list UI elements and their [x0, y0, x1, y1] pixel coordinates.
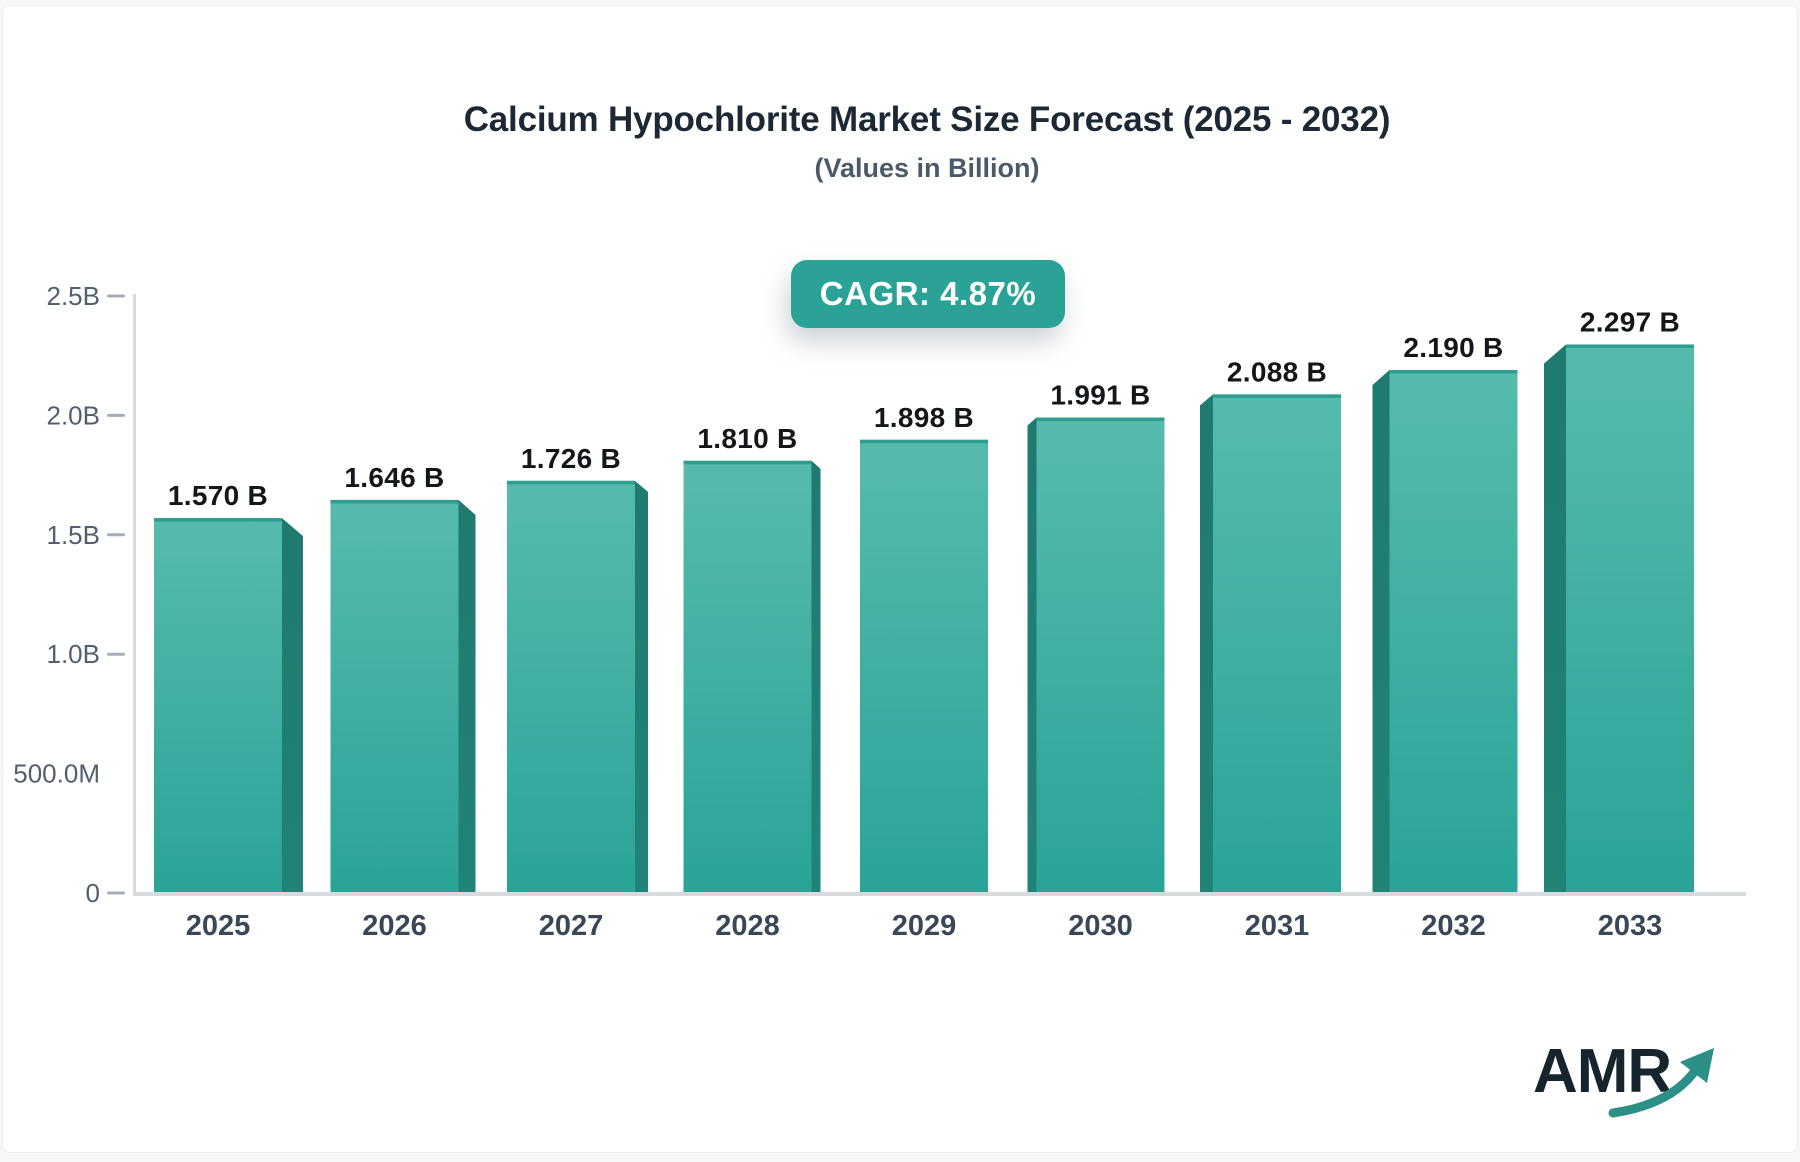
cagr-badge: CAGR: 4.87%: [791, 260, 1065, 328]
x-tick-label: 2027: [539, 910, 604, 942]
bar-value-label: 1.810 B: [697, 423, 797, 454]
bar-value-label: 2.297 B: [1580, 306, 1680, 337]
growth-arrow-icon: [1608, 1048, 1714, 1118]
x-tick-label: 2032: [1421, 910, 1486, 942]
x-tick-label: 2031: [1245, 910, 1310, 942]
y-tick-dash: [107, 891, 125, 895]
bar-side-face: [811, 460, 821, 892]
bar-2031: 2.088 B 2031: [1200, 356, 1341, 942]
cagr-badge-label: CAGR: 4.87%: [819, 275, 1037, 312]
bar-front-face: [154, 518, 282, 892]
bar-2033: 2.297 B 2033: [1544, 306, 1694, 942]
amr-logo: AMR: [1527, 1036, 1727, 1120]
bar-2029: 1.898 B 2029: [860, 402, 988, 942]
bar-2032: 2.190 B 2032: [1372, 332, 1518, 942]
x-axis-line: [133, 892, 1746, 896]
y-tick-label: 0: [86, 878, 100, 908]
bar-top-edge: [1566, 344, 1694, 348]
bar-front-face: [860, 439, 988, 892]
bar-value-label: 2.088 B: [1227, 356, 1327, 387]
bar-chart: 2.5B 2.0B 1.5B 1.0B 500.0M 0 1.570 B 2025 1.646 …: [13, 281, 1746, 942]
bar-front-face: [507, 480, 635, 892]
bar-side-face: [282, 518, 303, 892]
bar-2025: 1.570 B 2025: [154, 480, 303, 942]
bar-2030: 1.991 B 2030: [1027, 380, 1165, 942]
bar-top-edge: [154, 518, 282, 522]
bar-value-label: 2.190 B: [1403, 332, 1503, 363]
chart-subtitle: (Values in Billion): [814, 153, 1040, 183]
bar-2028: 1.810 B 2028: [683, 423, 821, 942]
y-tick-label: 500.0M: [13, 759, 100, 789]
bar-top-edge: [1389, 370, 1518, 374]
x-tick-label: 2033: [1598, 910, 1663, 942]
bar-top-edge: [1036, 417, 1165, 422]
bar-value-label: 1.570 B: [168, 480, 268, 511]
x-tick-label: 2025: [186, 910, 251, 942]
bar-value-label: 1.726 B: [521, 443, 621, 474]
bar-side-face: [1027, 417, 1037, 892]
chart-title: Calcium Hypochlorite Market Size Forecas…: [463, 100, 1391, 139]
x-tick-label: 2029: [892, 910, 957, 942]
bar-top-edge: [507, 480, 635, 485]
x-tick-label: 2026: [362, 910, 427, 942]
y-tick-label: 1.5B: [47, 520, 101, 550]
y-tick-dash: [107, 294, 125, 298]
y-tick-dash: [107, 533, 125, 537]
y-tick-dash: [107, 413, 125, 417]
bar-front-face: [1213, 394, 1341, 892]
x-tick-label: 2028: [715, 910, 780, 942]
bar-front-face: [1036, 417, 1165, 892]
chart-card: Calcium Hypochlorite Market Size Forecas…: [2, 5, 1798, 1153]
y-tick-label: 2.5B: [47, 281, 101, 311]
x-tick-label: 2030: [1068, 910, 1133, 942]
bar-front-face: [1389, 370, 1518, 892]
y-tick-label: 2.0B: [47, 400, 101, 430]
bar-top-edge: [1213, 394, 1341, 398]
bar-front-face: [683, 460, 812, 892]
bar-2026: 1.646 B 2026: [330, 462, 476, 942]
bar-value-label: 1.898 B: [874, 402, 974, 433]
bar-top-edge: [860, 439, 988, 444]
bar-front-face: [1566, 344, 1694, 892]
bar-2027: 1.726 B 2027: [507, 443, 648, 942]
bar-value-label: 1.991 B: [1050, 380, 1150, 411]
bar-side-face: [1372, 370, 1390, 892]
bar-side-face: [458, 499, 476, 892]
bar-value-label: 1.646 B: [344, 462, 444, 493]
y-axis-line: [133, 294, 136, 896]
amr-logo-text: AMR: [1533, 1037, 1672, 1106]
bar-top-edge: [330, 499, 459, 504]
bar-side-face: [1544, 344, 1566, 892]
y-tick-label: 1.0B: [47, 639, 101, 669]
bar-side-face: [1200, 394, 1213, 892]
y-tick-dash: [107, 652, 125, 656]
bar-front-face: [330, 499, 459, 892]
bar-top-edge: [683, 460, 812, 465]
bar-side-face: [635, 480, 648, 892]
